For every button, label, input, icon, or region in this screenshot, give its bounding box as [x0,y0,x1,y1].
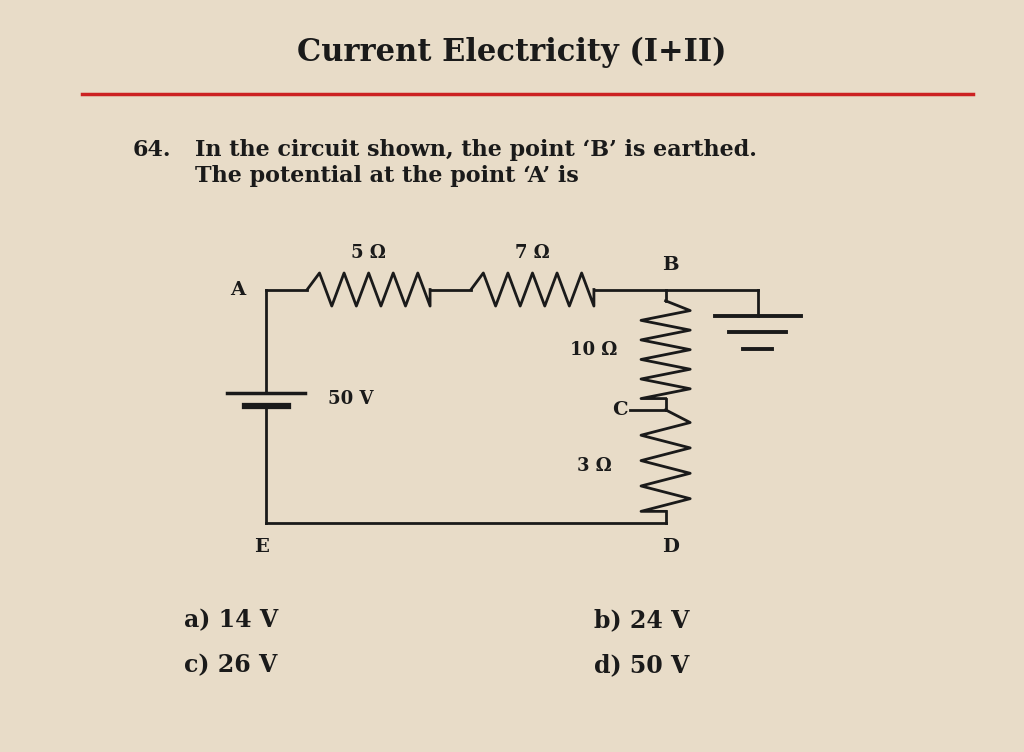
Text: C: C [611,401,628,419]
Text: In the circuit shown, the point ‘B’ is earthed.
The potential at the point ‘A’ i: In the circuit shown, the point ‘B’ is e… [195,139,757,186]
Text: 10 Ω: 10 Ω [570,341,617,359]
Text: 7 Ω: 7 Ω [515,244,550,262]
Text: 3 Ω: 3 Ω [577,457,611,475]
Text: A: A [230,280,245,299]
Text: E: E [254,538,268,556]
Text: 5 Ω: 5 Ω [351,244,386,262]
Text: 64.: 64. [133,139,172,161]
Text: d) 50 V: d) 50 V [594,653,689,678]
Text: a) 14 V: a) 14 V [184,608,279,632]
Text: Current Electricity (I+II): Current Electricity (I+II) [297,37,727,68]
Text: c) 26 V: c) 26 V [184,653,278,678]
Text: D: D [663,538,679,556]
Text: b) 24 V: b) 24 V [594,608,689,632]
Text: B: B [663,256,679,274]
Text: 50 V: 50 V [328,390,373,408]
